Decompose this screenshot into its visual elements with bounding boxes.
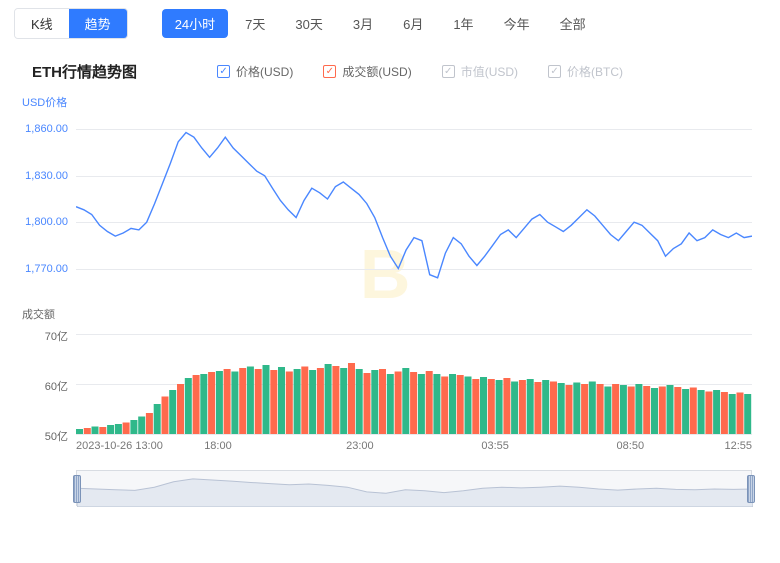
price-axis-title: USD价格 xyxy=(22,94,67,110)
chart-title: ETH行情趋势图 xyxy=(32,61,137,82)
volume-ytick: 70亿 xyxy=(14,328,68,344)
price-ytick: 1,860.00 xyxy=(14,123,68,135)
range-tab-6[interactable]: 今年 xyxy=(491,9,543,38)
x-tick: 23:00 xyxy=(346,440,374,452)
range-tab-7[interactable]: 全部 xyxy=(547,9,599,38)
volume-ytick: 60亿 xyxy=(14,378,68,394)
legend-item-0[interactable]: ✓ 价格(USD) xyxy=(217,63,293,80)
legend-item-2[interactable]: ✓ 市值(USD) xyxy=(442,63,518,80)
brush-handle-right[interactable] xyxy=(747,475,755,503)
price-ytick: 1,800.00 xyxy=(14,216,68,228)
top-tabs: K线趋势 24小时7天30天3月6月1年今年全部 xyxy=(0,0,780,45)
grid-line xyxy=(76,434,752,435)
overview-brush[interactable] xyxy=(76,470,752,506)
price-ytick: 1,770.00 xyxy=(14,263,68,275)
legend: ✓ 价格(USD) ✓ 成交额(USD) ✓ 市值(USD) ✓ 价格(BTC) xyxy=(217,63,623,80)
view-tab-0[interactable]: K线 xyxy=(15,9,69,38)
range-segment: 24小时7天30天3月6月1年今年全部 xyxy=(162,9,599,38)
legend-checkbox-icon: ✓ xyxy=(442,65,455,78)
range-tab-0[interactable]: 24小时 xyxy=(162,9,228,38)
legend-label: 市值(USD) xyxy=(461,63,518,80)
price-ytick: 1,830.00 xyxy=(14,170,68,182)
title-row: ETH行情趋势图 ✓ 价格(USD) ✓ 成交额(USD) ✓ 市值(USD) ✓ 价格(BT… xyxy=(0,45,780,90)
x-tick: 03:55 xyxy=(481,440,509,452)
price-line-chart xyxy=(76,114,752,284)
x-tick: 08:50 xyxy=(617,440,645,452)
view-segment: K线趋势 xyxy=(14,8,128,39)
legend-label: 价格(BTC) xyxy=(567,63,623,80)
x-tick: 18:00 xyxy=(204,440,232,452)
x-tick: 12:55 xyxy=(724,440,752,452)
range-tab-5[interactable]: 1年 xyxy=(440,9,486,38)
legend-item-1[interactable]: ✓ 成交额(USD) xyxy=(323,63,411,80)
range-tab-1[interactable]: 7天 xyxy=(232,9,278,38)
volume-ytick: 50亿 xyxy=(14,428,68,444)
range-tab-2[interactable]: 30天 xyxy=(282,9,335,38)
volume-axis-title: 成交额 xyxy=(22,306,55,322)
brush-handle-left[interactable] xyxy=(73,475,81,503)
legend-checkbox-icon: ✓ xyxy=(548,65,561,78)
range-tab-3[interactable]: 3月 xyxy=(340,9,386,38)
view-tab-1[interactable]: 趋势 xyxy=(69,9,127,38)
legend-item-3[interactable]: ✓ 价格(BTC) xyxy=(548,63,623,80)
legend-checkbox-icon: ✓ xyxy=(217,65,230,78)
volume-bar-chart xyxy=(76,324,752,434)
x-tick: 2023-10-26 13:00 xyxy=(76,440,163,452)
legend-label: 成交额(USD) xyxy=(342,63,411,80)
legend-label: 价格(USD) xyxy=(236,63,293,80)
range-tab-4[interactable]: 6月 xyxy=(390,9,436,38)
legend-checkbox-icon: ✓ xyxy=(323,65,336,78)
